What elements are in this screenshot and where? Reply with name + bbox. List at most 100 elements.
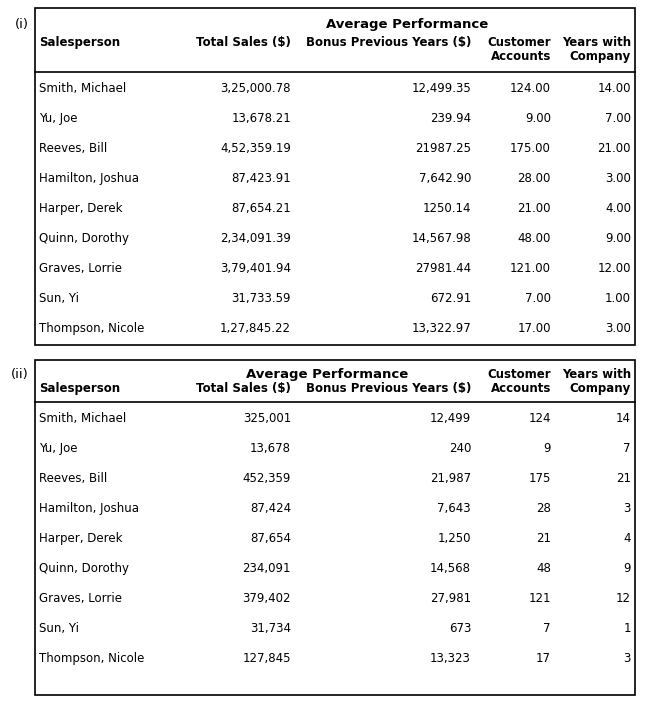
Text: 1.00: 1.00 — [605, 292, 631, 305]
Text: 3,25,000.78: 3,25,000.78 — [221, 82, 291, 95]
Text: 87,423.91: 87,423.91 — [231, 172, 291, 185]
Text: Average Performance: Average Performance — [325, 18, 488, 31]
Text: 87,424: 87,424 — [250, 502, 291, 515]
Text: 7.00: 7.00 — [525, 292, 551, 305]
Text: 13,678: 13,678 — [250, 442, 291, 455]
Text: 3.00: 3.00 — [605, 172, 631, 185]
Text: Total Sales ($): Total Sales ($) — [196, 382, 291, 395]
Text: Salesperson: Salesperson — [39, 382, 120, 395]
Text: 13,678.21: 13,678.21 — [231, 112, 291, 125]
Text: 9: 9 — [543, 442, 551, 455]
Text: Thompson, Nicole: Thompson, Nicole — [39, 322, 144, 335]
Text: Quinn, Dorothy: Quinn, Dorothy — [39, 232, 129, 245]
Text: 1,27,845.22: 1,27,845.22 — [220, 322, 291, 335]
Text: Average Performance: Average Performance — [246, 368, 408, 381]
Text: 28: 28 — [536, 502, 551, 515]
Text: (i): (i) — [15, 18, 29, 31]
Text: Sun, Yi: Sun, Yi — [39, 622, 79, 635]
Text: (ii): (ii) — [11, 368, 29, 381]
Text: 21987.25: 21987.25 — [415, 142, 471, 155]
Text: 12.00: 12.00 — [597, 262, 631, 275]
Text: 239.94: 239.94 — [430, 112, 471, 125]
Text: 7.00: 7.00 — [605, 112, 631, 125]
Text: Hamilton, Joshua: Hamilton, Joshua — [39, 502, 139, 515]
Text: 7: 7 — [543, 622, 551, 635]
Text: 4: 4 — [624, 532, 631, 545]
Text: 127,845: 127,845 — [243, 652, 291, 665]
Text: 9.00: 9.00 — [525, 112, 551, 125]
Text: Reeves, Bill: Reeves, Bill — [39, 142, 107, 155]
Text: 124.00: 124.00 — [510, 82, 551, 95]
Text: Harper, Derek: Harper, Derek — [39, 202, 122, 215]
Text: 7,642.90: 7,642.90 — [419, 172, 471, 185]
Text: 121: 121 — [529, 592, 551, 605]
Text: 379,402: 379,402 — [243, 592, 291, 605]
Text: Yu, Joe: Yu, Joe — [39, 112, 78, 125]
Text: 87,654: 87,654 — [250, 532, 291, 545]
Text: 27981.44: 27981.44 — [415, 262, 471, 275]
Text: 4,52,359.19: 4,52,359.19 — [220, 142, 291, 155]
Text: 12,499.35: 12,499.35 — [411, 82, 471, 95]
Text: 240: 240 — [448, 442, 471, 455]
Text: 325,001: 325,001 — [243, 412, 291, 425]
Text: 1: 1 — [624, 622, 631, 635]
Bar — [35, 360, 635, 695]
Text: 2,34,091.39: 2,34,091.39 — [220, 232, 291, 245]
Text: Bonus Previous Years ($): Bonus Previous Years ($) — [305, 382, 471, 395]
Text: 21.00: 21.00 — [597, 142, 631, 155]
Text: 21: 21 — [536, 532, 551, 545]
Text: 13,323: 13,323 — [430, 652, 471, 665]
Text: 7: 7 — [624, 442, 631, 455]
Text: 48.00: 48.00 — [518, 232, 551, 245]
Text: Smith, Michael: Smith, Michael — [39, 412, 126, 425]
Text: Company: Company — [570, 50, 631, 63]
Text: Sun, Yi: Sun, Yi — [39, 292, 79, 305]
Text: 121.00: 121.00 — [510, 262, 551, 275]
Text: 31,733.59: 31,733.59 — [232, 292, 291, 305]
Text: 12: 12 — [616, 592, 631, 605]
Text: Accounts: Accounts — [490, 382, 551, 395]
Text: Graves, Lorrie: Graves, Lorrie — [39, 592, 122, 605]
Text: Years with: Years with — [562, 36, 631, 49]
Text: 14: 14 — [616, 412, 631, 425]
Text: Company: Company — [570, 382, 631, 395]
Text: Customer: Customer — [487, 368, 551, 381]
Text: Bonus Previous Years ($): Bonus Previous Years ($) — [305, 36, 471, 49]
Text: 21,987: 21,987 — [430, 472, 471, 485]
Text: 9: 9 — [624, 562, 631, 575]
Text: 3: 3 — [624, 502, 631, 515]
Text: 17.00: 17.00 — [518, 322, 551, 335]
Text: Yu, Joe: Yu, Joe — [39, 442, 78, 455]
Text: Harper, Derek: Harper, Derek — [39, 532, 122, 545]
Text: 7,643: 7,643 — [437, 502, 471, 515]
Text: Smith, Michael: Smith, Michael — [39, 82, 126, 95]
Text: 1250.14: 1250.14 — [422, 202, 471, 215]
Text: Hamilton, Joshua: Hamilton, Joshua — [39, 172, 139, 185]
Text: Years with: Years with — [562, 368, 631, 381]
Text: 48: 48 — [536, 562, 551, 575]
Text: Accounts: Accounts — [490, 50, 551, 63]
Text: 452,359: 452,359 — [243, 472, 291, 485]
Text: Graves, Lorrie: Graves, Lorrie — [39, 262, 122, 275]
Text: 27,981: 27,981 — [430, 592, 471, 605]
Bar — [35, 8, 635, 345]
Text: 28.00: 28.00 — [518, 172, 551, 185]
Text: 12,499: 12,499 — [430, 412, 471, 425]
Text: 175.00: 175.00 — [510, 142, 551, 155]
Text: Reeves, Bill: Reeves, Bill — [39, 472, 107, 485]
Text: 234,091: 234,091 — [243, 562, 291, 575]
Text: 3.00: 3.00 — [605, 322, 631, 335]
Text: 87,654.21: 87,654.21 — [231, 202, 291, 215]
Text: 175: 175 — [529, 472, 551, 485]
Text: 124: 124 — [529, 412, 551, 425]
Text: 14,567.98: 14,567.98 — [411, 232, 471, 245]
Text: 4.00: 4.00 — [605, 202, 631, 215]
Text: 21.00: 21.00 — [518, 202, 551, 215]
Text: 14.00: 14.00 — [597, 82, 631, 95]
Text: 13,322.97: 13,322.97 — [411, 322, 471, 335]
Text: 31,734: 31,734 — [250, 622, 291, 635]
Text: 17: 17 — [536, 652, 551, 665]
Text: Quinn, Dorothy: Quinn, Dorothy — [39, 562, 129, 575]
Text: 3: 3 — [624, 652, 631, 665]
Text: 3,79,401.94: 3,79,401.94 — [220, 262, 291, 275]
